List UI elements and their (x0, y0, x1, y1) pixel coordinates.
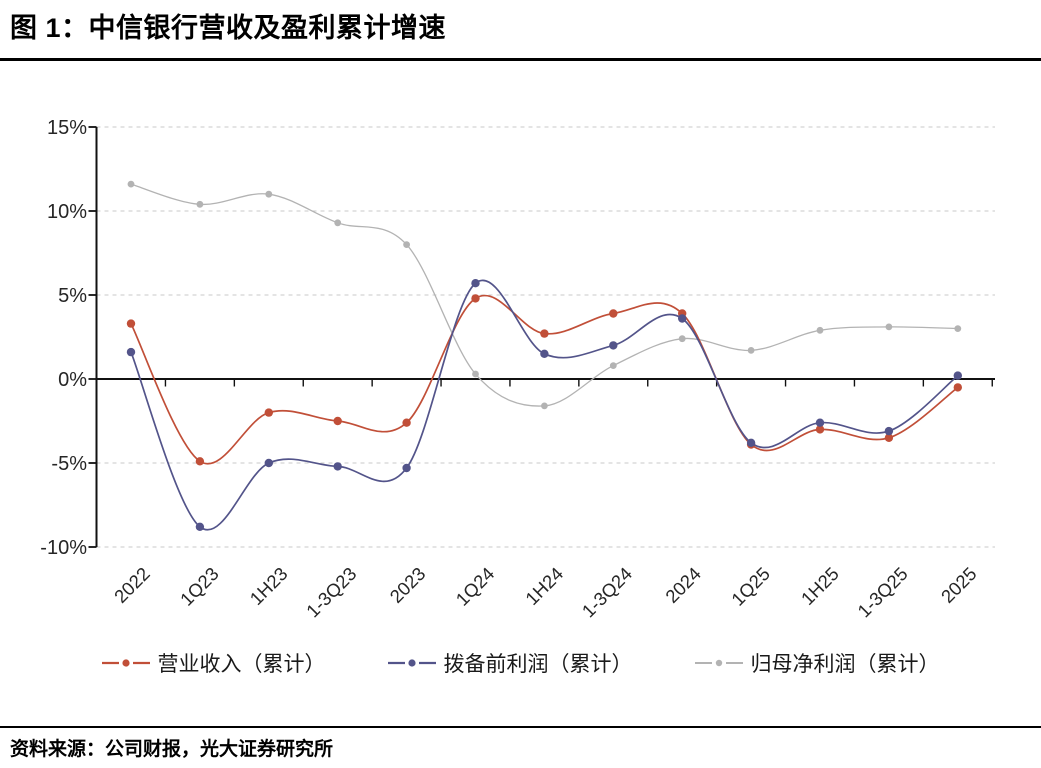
series-point-pre-provision-profit (746, 438, 756, 447)
x-axis-label: 1Q25 (727, 563, 774, 610)
x-axis-label: 1Q24 (451, 563, 498, 610)
series-point-net-profit (747, 347, 755, 354)
series-point-pre-provision-profit (195, 522, 205, 531)
series-point-net-profit (541, 402, 548, 410)
series-point-net-profit (954, 325, 962, 332)
series-point-net-profit (816, 326, 824, 334)
series-point-revenue (540, 329, 549, 338)
legend-label-net-profit: 归母净利润（累计） (750, 653, 940, 676)
series-point-net-profit (265, 190, 273, 198)
series-point-pre-provision-profit (678, 314, 687, 323)
series-point-revenue (609, 309, 618, 318)
series-point-net-profit (196, 200, 204, 208)
series-point-pre-provision-profit (815, 418, 825, 427)
title-divider (0, 58, 1041, 61)
x-axis-label: 1H23 (246, 563, 292, 609)
legend-marker-line-dot-icon (387, 659, 436, 667)
x-axis-label: 1-3Q24 (578, 563, 636, 621)
x-axis-label: 2023 (385, 563, 429, 607)
legend-item-pre-provision-profit: 拨备前利润（累计） (387, 648, 633, 678)
series-point-revenue (953, 383, 962, 392)
y-axis-label: -5% (51, 453, 87, 475)
line-chart: 15% 10% 5% 0% -5% -10% 2022 1Q23 1H23 1-3Q23 2023 1… (40, 117, 995, 621)
series-point-net-profit (403, 241, 410, 249)
series-point-pre-provision-profit (953, 371, 962, 380)
y-axis-label: 5% (58, 285, 87, 307)
x-axis-label: 1-3Q25 (853, 563, 911, 621)
series-point-revenue (126, 319, 136, 328)
series-point-net-profit (472, 370, 479, 378)
series-point-pre-provision-profit (126, 347, 136, 357)
series-point-net-profit (334, 219, 342, 227)
x-axis-label: 2024 (661, 563, 705, 607)
x-axis-label: 1-3Q23 (302, 563, 360, 621)
x-axis-label: 1Q23 (176, 563, 223, 610)
series-point-pre-provision-profit (471, 279, 480, 288)
x-axis-label: 1H24 (521, 563, 567, 609)
series-point-pre-provision-profit (264, 458, 273, 468)
series-point-net-profit (609, 362, 617, 369)
series-point-pre-provision-profit (540, 349, 549, 358)
series-point-revenue (471, 294, 480, 303)
legend-item-net-profit: 归母净利润（累计） (694, 648, 940, 678)
legend-marker-line-dot-icon (694, 659, 743, 667)
series-point-net-profit (678, 335, 686, 343)
series-point-pre-provision-profit (609, 341, 618, 350)
chart-legend: 营业收入（累计） 拨备前利润（累计） 归母净利润（累计） (0, 648, 1041, 678)
series-point-revenue (333, 416, 342, 426)
y-axis-label: -10% (40, 537, 87, 559)
y-axis-label: 0% (58, 369, 87, 391)
series-point-net-profit (885, 323, 893, 331)
x-axis-label: 1H25 (797, 563, 843, 609)
series-point-revenue (402, 418, 411, 427)
legend-label-pre-provision-profit: 拨备前利润（累计） (443, 653, 633, 676)
legend-marker-line-dot-icon (101, 659, 150, 667)
series-point-revenue (884, 433, 894, 442)
y-axis-label: 10% (47, 201, 87, 223)
legend-label-revenue: 营业收入（累计） (157, 653, 326, 676)
y-axis-label: 15% (47, 117, 87, 139)
series-point-revenue (815, 425, 825, 434)
x-axis-label: 2025 (937, 563, 981, 607)
series-line-revenue (130, 294, 959, 465)
footer-divider (0, 726, 1041, 728)
legend-item-revenue: 营业收入（累计） (101, 648, 326, 678)
x-axis-label: 2022 (110, 563, 154, 607)
series-point-net-profit (127, 180, 135, 188)
series-point-revenue (195, 457, 205, 466)
series-line-pre-provision-profit (130, 279, 959, 531)
series-point-pre-provision-profit (884, 426, 894, 436)
series-point-pre-provision-profit (333, 462, 342, 471)
source-note: 资料来源：公司财报，光大证券研究所 (10, 739, 334, 760)
series-point-pre-provision-profit (402, 463, 411, 473)
figure-title: 图 1：中信银行营收及盈利累计增速 (10, 13, 447, 43)
series-point-revenue (264, 408, 273, 417)
